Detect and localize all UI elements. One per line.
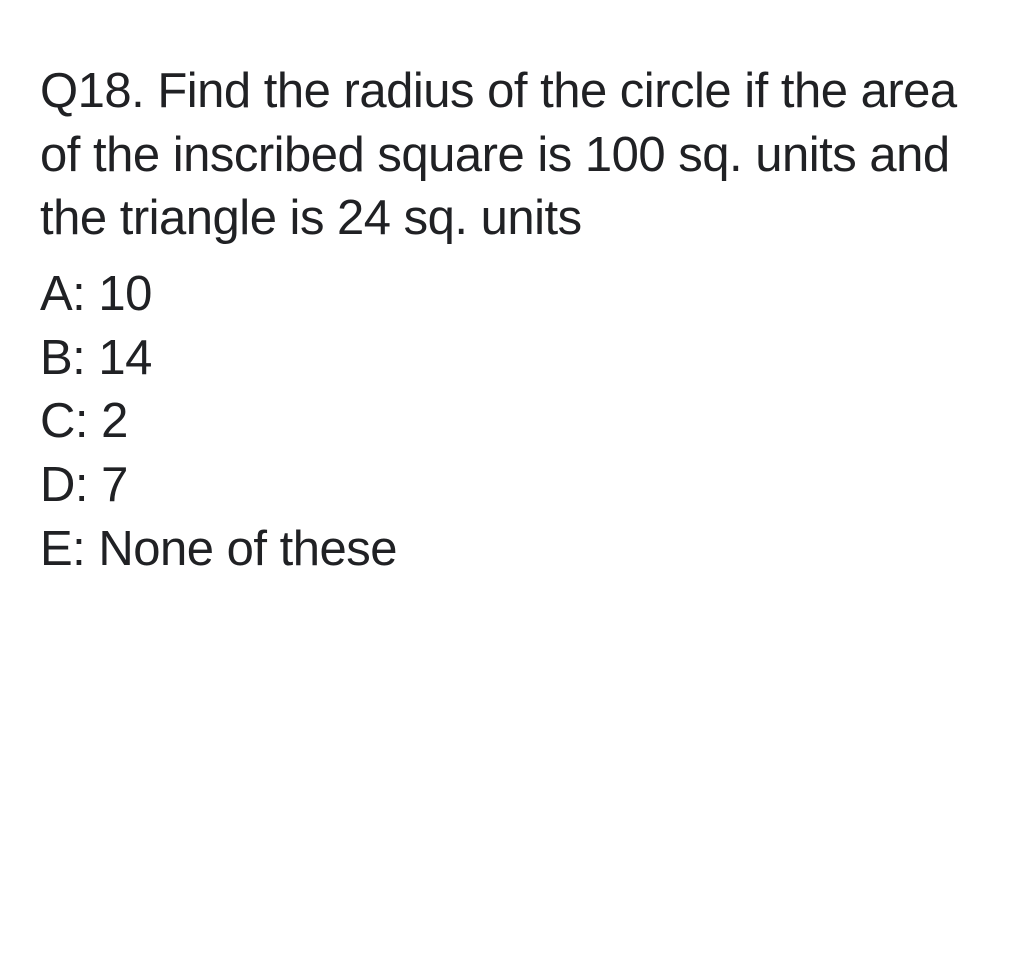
- option-value: 7: [101, 458, 128, 512]
- option-b: B: 14: [40, 327, 984, 391]
- option-a: A: 10: [40, 263, 984, 327]
- option-label: D:: [40, 458, 88, 512]
- option-label: A:: [40, 267, 85, 321]
- option-label: B:: [40, 331, 85, 385]
- options-list: A: 10 B: 14 C: 2 D: 7 E: None of these: [40, 263, 984, 581]
- option-e: E: None of these: [40, 518, 984, 582]
- question-body: Find the radius of the circle if the are…: [40, 64, 957, 245]
- option-label: C:: [40, 394, 88, 448]
- option-c: C: 2: [40, 390, 984, 454]
- question-text: Q18. Find the radius of the circle if th…: [40, 60, 984, 251]
- option-value: 2: [101, 394, 128, 448]
- option-value: 14: [98, 331, 152, 385]
- option-value: None of these: [98, 522, 397, 576]
- question-number: Q18.: [40, 64, 144, 118]
- option-value: 10: [98, 267, 152, 321]
- option-label: E:: [40, 522, 85, 576]
- option-d: D: 7: [40, 454, 984, 518]
